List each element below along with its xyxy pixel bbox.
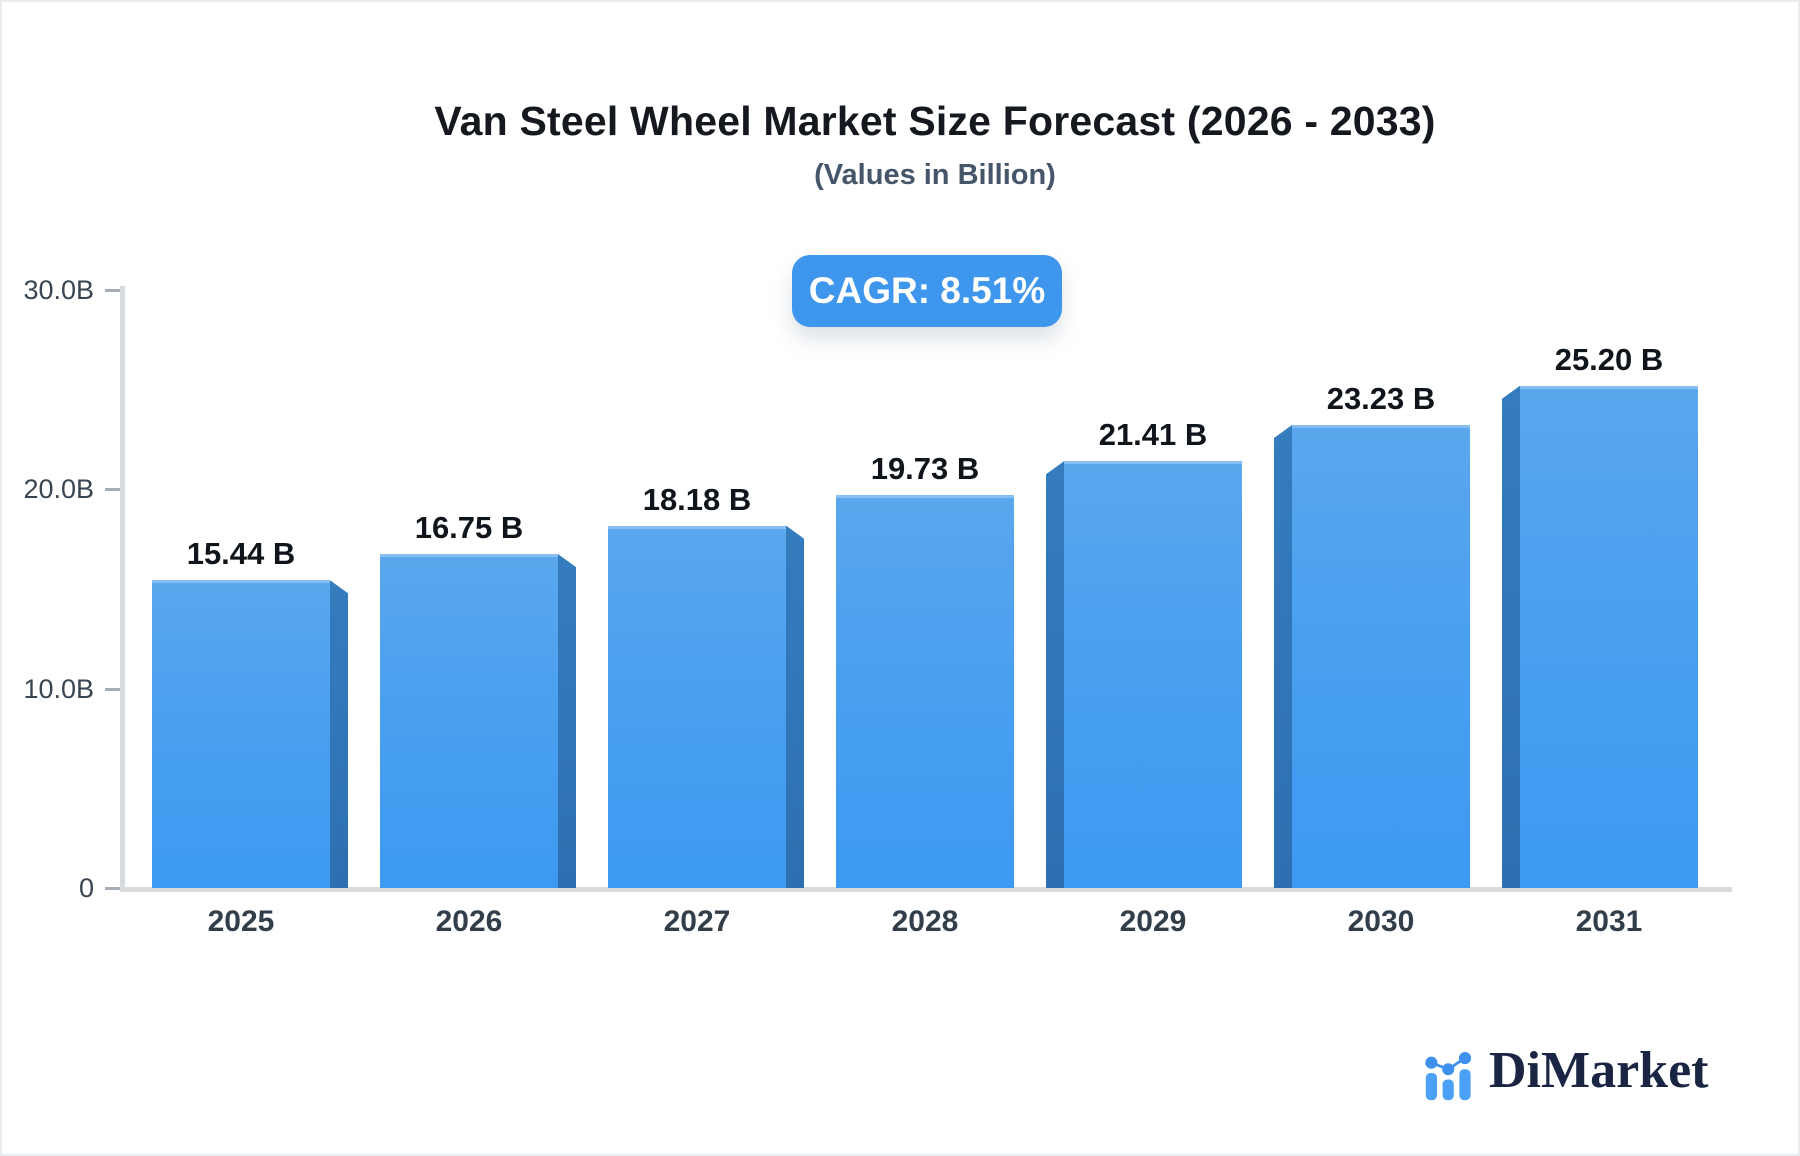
bar-side xyxy=(330,580,348,888)
bar-year-label: 2025 xyxy=(207,905,275,938)
bar-side xyxy=(786,525,804,888)
bar-value-label: 15.44 B xyxy=(186,536,296,572)
bar-year-label: 2027 xyxy=(663,905,731,938)
bar-front xyxy=(836,494,1014,888)
bar-side xyxy=(1502,385,1520,888)
y-tick-dash xyxy=(105,687,120,691)
y-tick-dash xyxy=(105,488,120,492)
y-tick-label: 20.0B xyxy=(23,474,94,505)
brand-logo: DiMarket xyxy=(1423,1035,1708,1107)
bar-front xyxy=(608,525,786,888)
bar-value-label: 25.20 B xyxy=(1554,341,1664,377)
y-tick-label: 0 xyxy=(78,873,94,903)
bar-chart-logo-icon xyxy=(1425,1052,1472,1101)
bar-front xyxy=(1520,385,1698,888)
bar-value-label: 19.73 B xyxy=(870,450,980,486)
bar-side xyxy=(1274,425,1292,888)
bar-year-label: 2030 xyxy=(1347,905,1415,938)
bar-front xyxy=(380,554,558,888)
bar-side xyxy=(558,554,576,888)
chart-title: Van Steel Wheel Market Size Forecast (20… xyxy=(434,98,1436,144)
brand-name: DiMarket xyxy=(1489,1042,1709,1099)
bar-year-label: 2028 xyxy=(891,905,959,938)
bar-front xyxy=(1064,461,1242,888)
bar-front xyxy=(152,580,330,888)
bar-value-label: 16.75 B xyxy=(414,510,524,546)
chart-subtitle: (Values in Billion) xyxy=(814,159,1056,191)
y-axis-line xyxy=(120,286,125,892)
cagr-badge: CAGR: 8.51% xyxy=(792,255,1062,327)
bar-value-label: 21.41 B xyxy=(1098,417,1208,453)
bar-value-label: 18.18 B xyxy=(642,481,752,517)
bar-year-label: 2026 xyxy=(435,905,503,938)
chart-header: Van Steel Wheel Market Size Forecast (20… xyxy=(2,98,1798,192)
y-tick-dash xyxy=(105,887,120,890)
x-axis-line xyxy=(120,887,1732,892)
bar-side xyxy=(1046,461,1064,888)
bar-value-label: 23.23 B xyxy=(1326,381,1436,417)
bar-year-label: 2031 xyxy=(1575,905,1643,938)
y-tick-label: 30.0B xyxy=(23,275,94,306)
bar-front xyxy=(1292,425,1470,888)
bar-year-label: 2029 xyxy=(1119,905,1187,938)
y-tick-dash xyxy=(105,289,120,293)
y-tick-label: 10.0B xyxy=(23,673,94,704)
